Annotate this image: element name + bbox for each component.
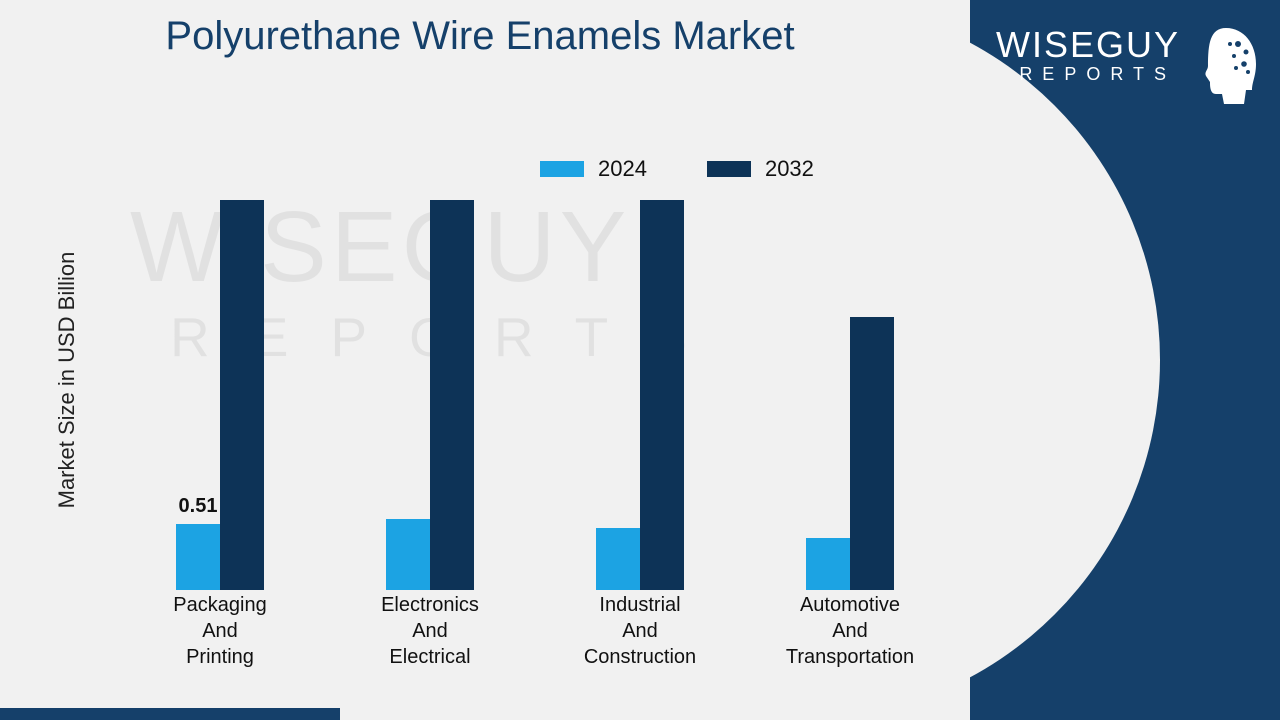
logo-line-2: REPORTS [980, 64, 1180, 85]
x-axis-category-label: AutomotiveAndTransportation [770, 592, 930, 670]
bar-group: AutomotiveAndTransportation [770, 200, 930, 590]
logo-line-1: WISEGUY [980, 24, 1180, 66]
x-axis-category-label: IndustrialAndConstruction [560, 592, 720, 670]
brand-logo: WISEGUY REPORTS [980, 24, 1180, 85]
plot-area: 0.51PackagingAndPrinting ElectronicsAndEl… [110, 200, 960, 590]
bar-group: IndustrialAndConstruction [560, 200, 720, 590]
legend-swatch-1 [540, 161, 584, 177]
bar-series-b [850, 317, 894, 590]
bar-series-b [220, 200, 264, 590]
bar-group: ElectronicsAndElectrical [350, 200, 510, 590]
legend-label-2: 2032 [765, 156, 814, 182]
x-axis-category-label: PackagingAndPrinting [140, 592, 300, 670]
bottom-accent-strip [0, 708, 340, 720]
bar-series-a [386, 519, 430, 591]
legend: 2024 2032 [540, 156, 814, 182]
chart-canvas: WISEGUY REPORTS Polyurethane Wire Enamel… [0, 0, 1280, 720]
bar-group: 0.51PackagingAndPrinting [140, 200, 300, 590]
bar-series-a [596, 528, 640, 590]
chart-title: Polyurethane Wire Enamels Market [0, 14, 960, 59]
bar-series-b [430, 200, 474, 590]
logo-head-icon [1186, 22, 1266, 112]
legend-label-1: 2024 [598, 156, 647, 182]
bar-series-a [806, 538, 850, 590]
bar-series-a [176, 524, 220, 590]
y-axis-label: Market Size in USD Billion [54, 180, 80, 580]
legend-item-2024: 2024 [540, 156, 647, 182]
legend-item-2032: 2032 [707, 156, 814, 182]
bar-series-b [640, 200, 684, 590]
x-axis-category-label: ElectronicsAndElectrical [350, 592, 510, 670]
bar-value-label: 0.51 [168, 495, 228, 518]
legend-swatch-2 [707, 161, 751, 177]
